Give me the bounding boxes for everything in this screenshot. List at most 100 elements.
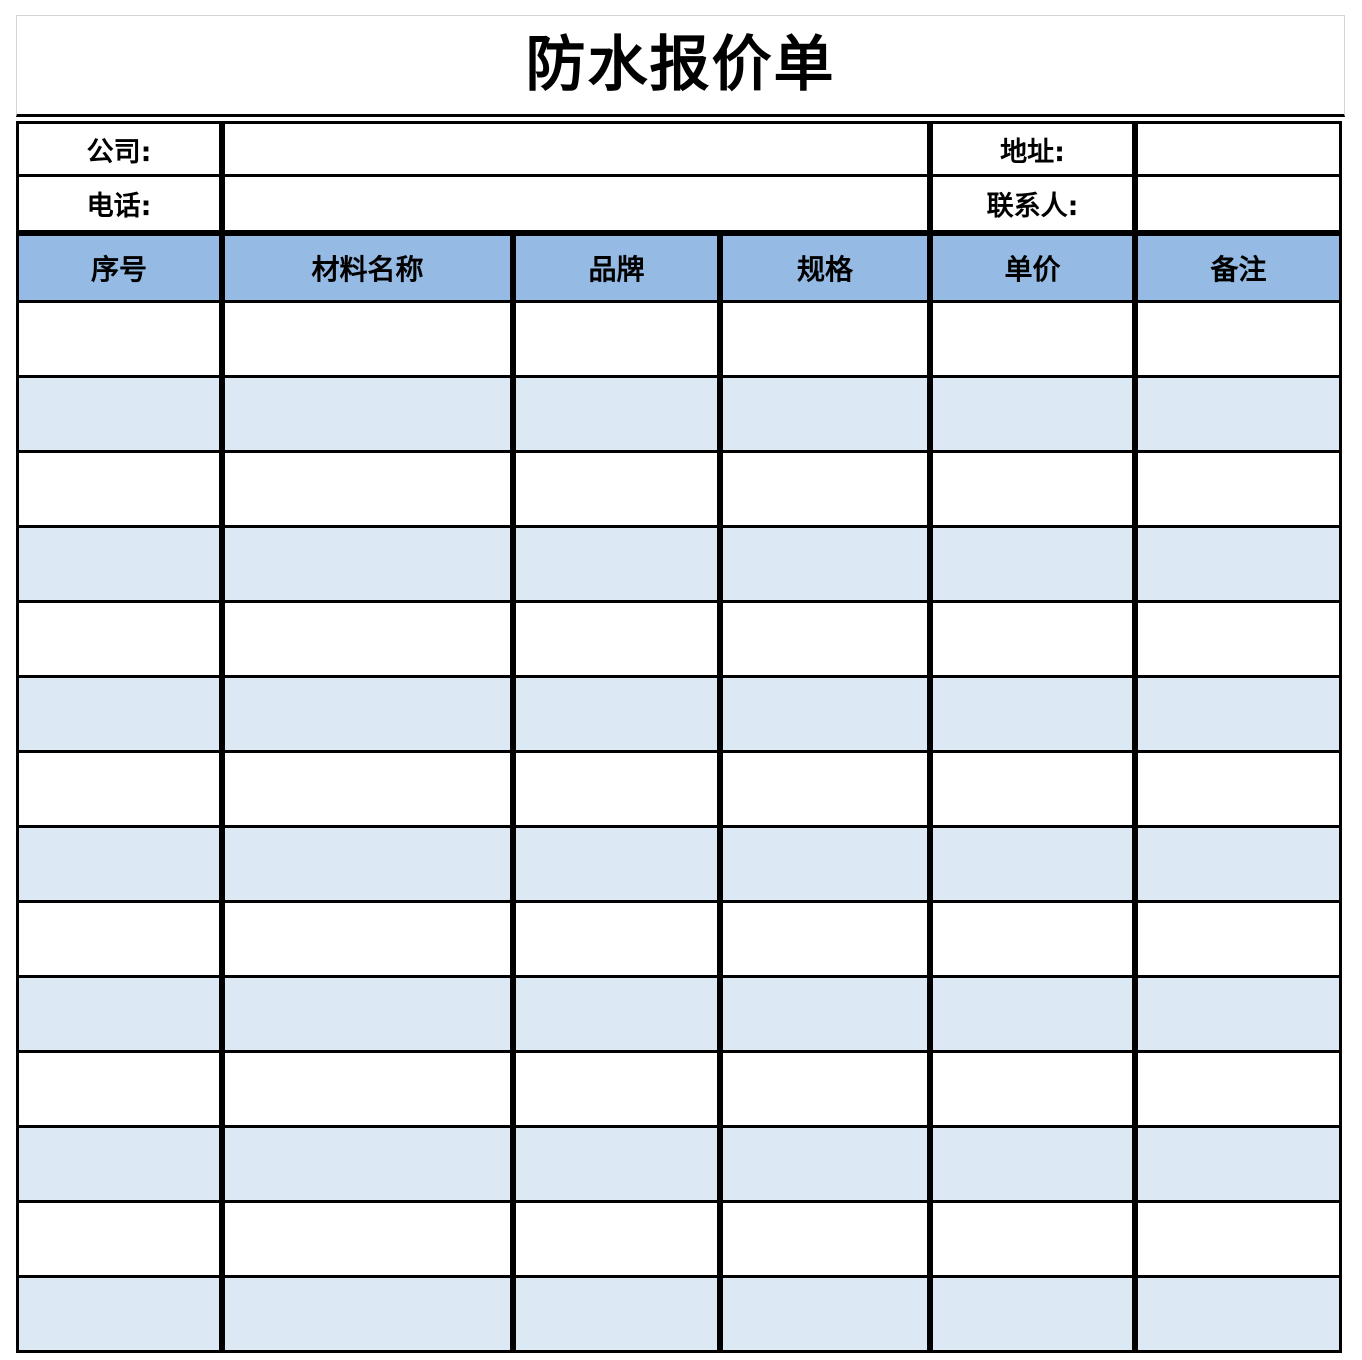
table-cell[interactable] bbox=[513, 603, 720, 678]
table-cell[interactable] bbox=[930, 303, 1135, 378]
table-cell[interactable] bbox=[222, 303, 513, 378]
phone-value[interactable] bbox=[222, 177, 930, 233]
table-cell[interactable] bbox=[1135, 453, 1342, 528]
table-cell[interactable] bbox=[222, 453, 513, 528]
table-cell[interactable] bbox=[930, 828, 1135, 903]
table-cell[interactable] bbox=[513, 1203, 720, 1278]
table-cell[interactable] bbox=[222, 1128, 513, 1203]
table-cell[interactable] bbox=[16, 1053, 222, 1128]
table-cell[interactable] bbox=[222, 378, 513, 453]
table-cell[interactable] bbox=[16, 1278, 222, 1353]
table-cell[interactable] bbox=[720, 753, 930, 828]
table-cell[interactable] bbox=[513, 378, 720, 453]
table-cell[interactable] bbox=[930, 753, 1135, 828]
table-cell[interactable] bbox=[513, 753, 720, 828]
table-cell[interactable] bbox=[720, 1128, 930, 1203]
table-cell[interactable] bbox=[16, 678, 222, 753]
table-cell[interactable] bbox=[1135, 378, 1342, 453]
table-cell[interactable] bbox=[513, 528, 720, 603]
table-cell[interactable] bbox=[720, 378, 930, 453]
table-cell[interactable] bbox=[720, 828, 930, 903]
table-cell[interactable] bbox=[222, 828, 513, 903]
contact-person-label: 联系人: bbox=[930, 177, 1135, 233]
table-cell[interactable] bbox=[513, 978, 720, 1053]
table-cell[interactable] bbox=[720, 603, 930, 678]
table-cell[interactable] bbox=[222, 1053, 513, 1128]
table-cell[interactable] bbox=[513, 1053, 720, 1128]
table-cell[interactable] bbox=[513, 678, 720, 753]
table-cell[interactable] bbox=[513, 453, 720, 528]
table-cell[interactable] bbox=[222, 978, 513, 1053]
phone-label: 电话: bbox=[16, 177, 222, 233]
table-cell[interactable] bbox=[1135, 1053, 1342, 1128]
table-cell[interactable] bbox=[16, 1128, 222, 1203]
table-cell[interactable] bbox=[16, 828, 222, 903]
table-cell[interactable] bbox=[930, 528, 1135, 603]
table-cell[interactable] bbox=[930, 678, 1135, 753]
table-cell[interactable] bbox=[720, 528, 930, 603]
table-cell[interactable] bbox=[930, 1278, 1135, 1353]
address-value[interactable] bbox=[1135, 121, 1342, 177]
table-cell[interactable] bbox=[930, 1203, 1135, 1278]
table-cell[interactable] bbox=[1135, 903, 1342, 978]
table-cell[interactable] bbox=[16, 903, 222, 978]
table-cell[interactable] bbox=[1135, 978, 1342, 1053]
table-cell[interactable] bbox=[16, 528, 222, 603]
table-cell[interactable] bbox=[16, 453, 222, 528]
table-cell[interactable] bbox=[1135, 828, 1342, 903]
table-cell[interactable] bbox=[513, 1128, 720, 1203]
table-cell[interactable] bbox=[1135, 603, 1342, 678]
contact-info-table: 公司: 地址: 电话: 联系人: bbox=[16, 121, 1342, 233]
table-cell[interactable] bbox=[930, 453, 1135, 528]
table-cell[interactable] bbox=[930, 1128, 1135, 1203]
table-cell[interactable] bbox=[16, 603, 222, 678]
company-value[interactable] bbox=[222, 121, 930, 177]
table-cell[interactable] bbox=[222, 603, 513, 678]
table-cell[interactable] bbox=[720, 678, 930, 753]
table-cell[interactable] bbox=[930, 903, 1135, 978]
table-cell[interactable] bbox=[930, 603, 1135, 678]
table-cell[interactable] bbox=[1135, 528, 1342, 603]
table-cell[interactable] bbox=[720, 1053, 930, 1128]
table-cell[interactable] bbox=[930, 1053, 1135, 1128]
contact-person-value[interactable] bbox=[1135, 177, 1342, 233]
table-cell[interactable] bbox=[16, 978, 222, 1053]
table-cell[interactable] bbox=[720, 1203, 930, 1278]
table-cell[interactable] bbox=[222, 903, 513, 978]
table-row bbox=[16, 453, 1342, 528]
column-header-remark: 备注 bbox=[1135, 233, 1342, 303]
table-cell[interactable] bbox=[513, 903, 720, 978]
table-row bbox=[16, 1053, 1342, 1128]
table-cell[interactable] bbox=[222, 1203, 513, 1278]
table-cell[interactable] bbox=[720, 1278, 930, 1353]
table-cell[interactable] bbox=[513, 828, 720, 903]
table-cell[interactable] bbox=[1135, 678, 1342, 753]
table-cell[interactable] bbox=[513, 1278, 720, 1353]
table-cell[interactable] bbox=[513, 303, 720, 378]
table-cell[interactable] bbox=[222, 678, 513, 753]
table-cell[interactable] bbox=[1135, 753, 1342, 828]
table-cell[interactable] bbox=[16, 753, 222, 828]
page-title: 防水报价单 bbox=[525, 30, 836, 100]
table-cell[interactable] bbox=[720, 903, 930, 978]
table-cell[interactable] bbox=[720, 453, 930, 528]
table-row bbox=[16, 1128, 1342, 1203]
table-cell[interactable] bbox=[1135, 303, 1342, 378]
table-cell[interactable] bbox=[930, 978, 1135, 1053]
table-cell[interactable] bbox=[1135, 1128, 1342, 1203]
table-cell[interactable] bbox=[16, 303, 222, 378]
table-header-row: 序号 材料名称 品牌 规格 单价 备注 bbox=[16, 233, 1342, 303]
table-cell[interactable] bbox=[720, 978, 930, 1053]
table-cell[interactable] bbox=[16, 1203, 222, 1278]
table-cell[interactable] bbox=[16, 378, 222, 453]
table-cell[interactable] bbox=[930, 378, 1135, 453]
table-row bbox=[16, 828, 1342, 903]
table-cell[interactable] bbox=[222, 1278, 513, 1353]
table-cell[interactable] bbox=[1135, 1203, 1342, 1278]
document-title-box: 防水报价单 bbox=[16, 15, 1345, 117]
materials-table: 序号 材料名称 品牌 规格 单价 备注 bbox=[16, 233, 1342, 1353]
table-cell[interactable] bbox=[222, 528, 513, 603]
table-cell[interactable] bbox=[1135, 1278, 1342, 1353]
table-cell[interactable] bbox=[720, 303, 930, 378]
table-cell[interactable] bbox=[222, 753, 513, 828]
